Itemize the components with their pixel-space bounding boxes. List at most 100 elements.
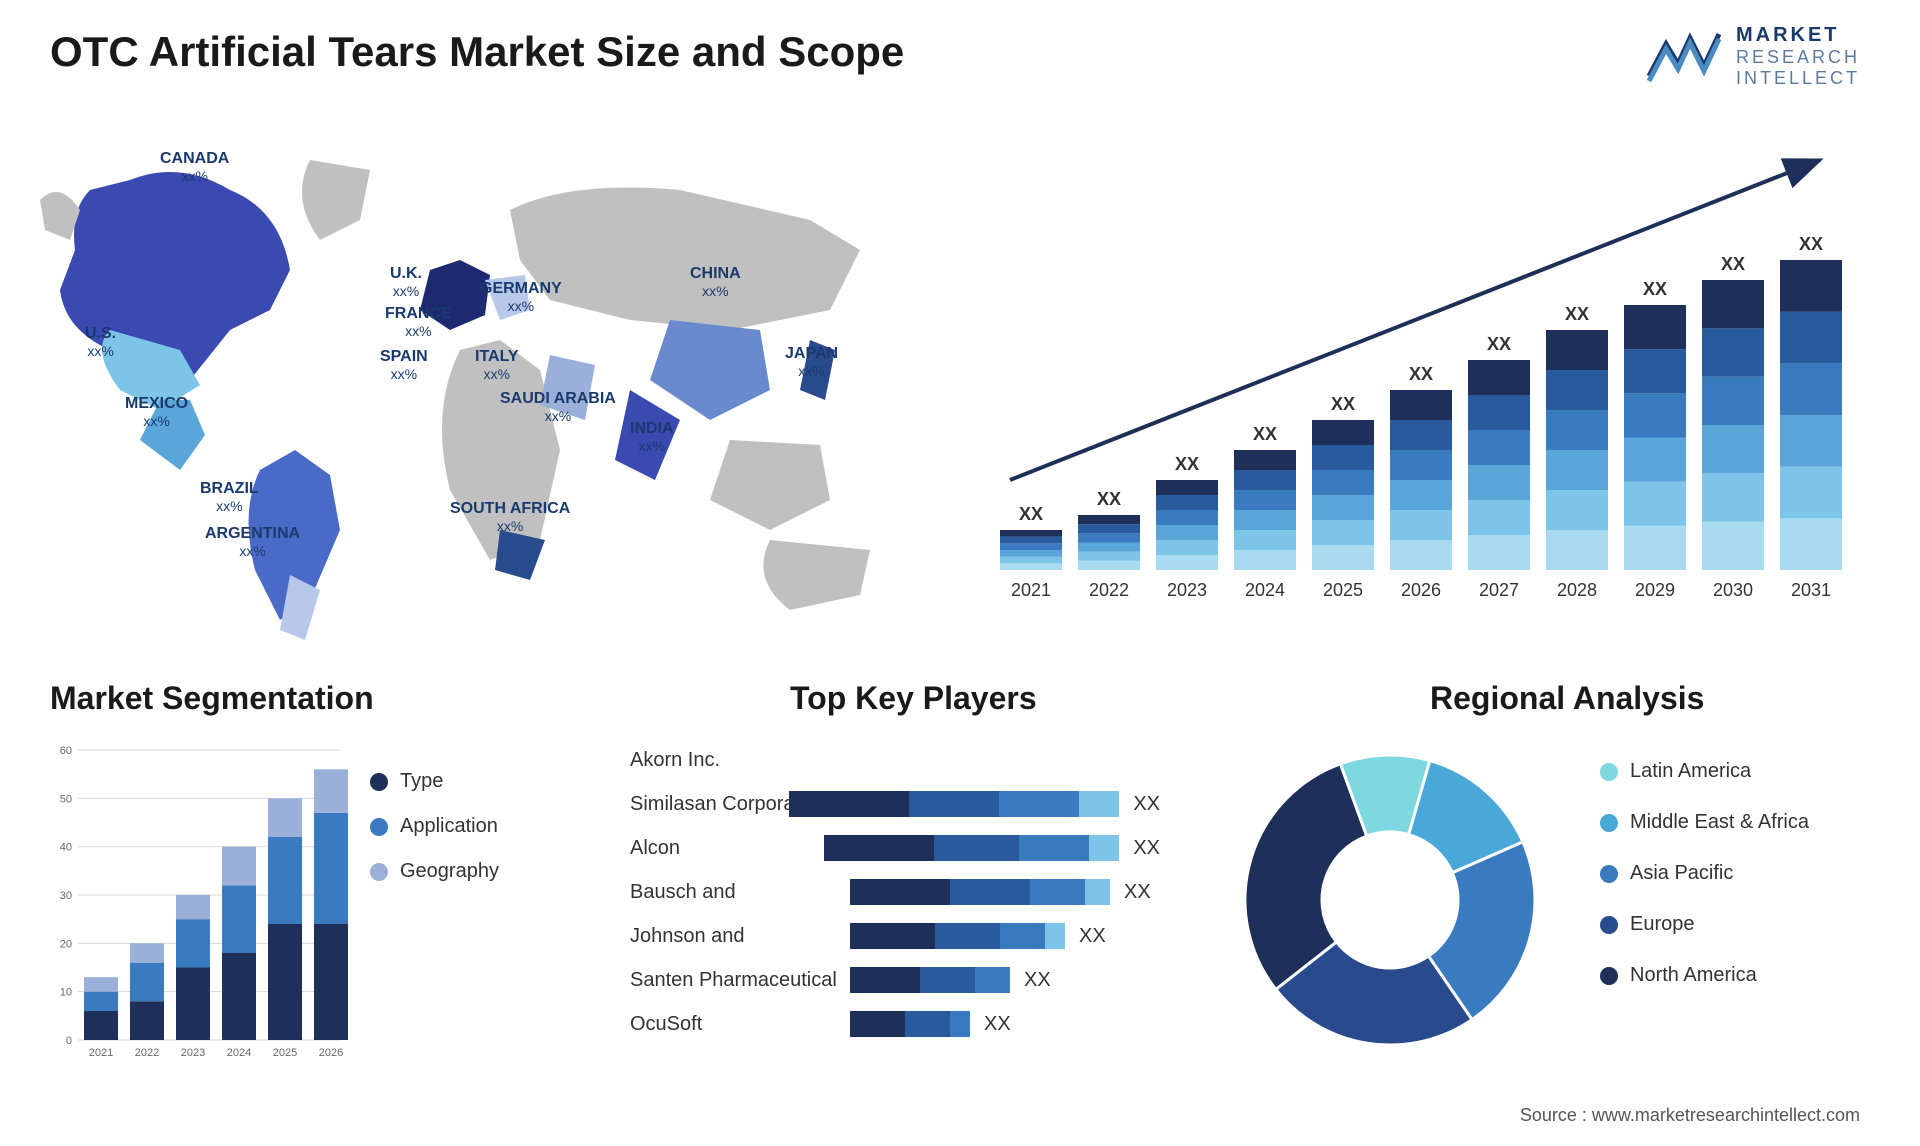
player-bar-segment bbox=[999, 791, 1079, 817]
svg-text:XX: XX bbox=[1565, 304, 1589, 324]
svg-text:2024: 2024 bbox=[1245, 580, 1285, 600]
player-bar-segment bbox=[975, 967, 1010, 993]
map-label: FRANCExx% bbox=[385, 305, 452, 339]
svg-text:2026: 2026 bbox=[1401, 580, 1441, 600]
player-bar-segment bbox=[950, 1011, 970, 1037]
brand-logo: MARKET RESEARCH INTELLECT bbox=[1644, 24, 1860, 88]
map-label: MEXICOxx% bbox=[125, 395, 188, 429]
player-bar-segment bbox=[850, 923, 935, 949]
source-attribution: Source : www.marketresearchintellect.com bbox=[1520, 1105, 1860, 1126]
legend-swatch bbox=[370, 773, 388, 791]
logo-text-2: RESEARCH bbox=[1736, 47, 1860, 68]
svg-text:50: 50 bbox=[60, 793, 72, 805]
svg-text:2024: 2024 bbox=[227, 1047, 251, 1059]
map-label: INDIAxx% bbox=[630, 420, 674, 454]
svg-text:2021: 2021 bbox=[1011, 580, 1051, 600]
player-value: XX bbox=[1133, 793, 1160, 816]
svg-text:2025: 2025 bbox=[1323, 580, 1363, 600]
map-label: SOUTH AFRICAxx% bbox=[450, 500, 570, 534]
svg-text:10: 10 bbox=[60, 987, 72, 999]
segmentation-title: Market Segmentation bbox=[50, 680, 570, 717]
svg-text:2028: 2028 bbox=[1557, 580, 1597, 600]
player-row: Akorn Inc. bbox=[630, 738, 1160, 782]
player-bar bbox=[789, 791, 1119, 817]
svg-text:XX: XX bbox=[1799, 234, 1823, 254]
player-bar-segment bbox=[789, 791, 909, 817]
player-row: OcuSoftXX bbox=[630, 1002, 1160, 1046]
player-bar-segment bbox=[1030, 879, 1085, 905]
legend-swatch bbox=[370, 863, 388, 881]
svg-text:2021: 2021 bbox=[89, 1047, 113, 1059]
legend-label: North America bbox=[1630, 964, 1757, 987]
player-name: Similasan Corporation bbox=[630, 793, 789, 816]
player-value: XX bbox=[1079, 925, 1106, 948]
player-bar bbox=[850, 967, 1010, 993]
map-label: GERMANYxx% bbox=[480, 280, 562, 314]
svg-text:30: 30 bbox=[60, 890, 72, 902]
svg-text:2030: 2030 bbox=[1713, 580, 1753, 600]
player-name: Akorn Inc. bbox=[630, 749, 850, 772]
svg-text:2022: 2022 bbox=[1089, 580, 1129, 600]
map-label: U.K.xx% bbox=[390, 265, 422, 299]
regional-legend: Latin America Middle East & Africa Asia Pa… bbox=[1600, 760, 1809, 1015]
logo-text-3: INTELLECT bbox=[1736, 68, 1860, 89]
logo-mark-icon bbox=[1644, 26, 1724, 86]
player-row: Bausch and XX bbox=[630, 870, 1160, 914]
legend-item: Middle East & Africa bbox=[1600, 811, 1809, 834]
player-bar-segment bbox=[824, 835, 934, 861]
player-bar-segment bbox=[850, 1011, 905, 1037]
player-bar-segment bbox=[935, 923, 1000, 949]
legend-label: Middle East & Africa bbox=[1630, 811, 1809, 834]
growth-chart-svg: XX2021XX2022XX2023XX2024XX2025XX2026XX20… bbox=[990, 150, 1860, 630]
legend-swatch bbox=[1600, 916, 1618, 934]
legend-item: Type bbox=[370, 770, 499, 793]
key-players-section: Top Key Players Akorn Inc. Similasan Corp… bbox=[630, 680, 1160, 1080]
player-name: OcuSoft bbox=[630, 1013, 850, 1036]
world-map-svg bbox=[30, 130, 930, 650]
segmentation-legend: TypeApplicationGeography bbox=[370, 770, 499, 905]
svg-text:XX: XX bbox=[1331, 394, 1355, 414]
player-bar bbox=[824, 835, 1119, 861]
logo-text-1: MARKET bbox=[1736, 24, 1860, 47]
player-bar-segment bbox=[905, 1011, 950, 1037]
svg-text:XX: XX bbox=[1019, 504, 1043, 524]
legend-swatch bbox=[370, 818, 388, 836]
player-bar-segment bbox=[950, 879, 1030, 905]
legend-item: North America bbox=[1600, 964, 1809, 987]
svg-text:2023: 2023 bbox=[181, 1047, 205, 1059]
player-bar-segment bbox=[934, 835, 1019, 861]
legend-item: Geography bbox=[370, 860, 499, 883]
player-row: Similasan Corporation XX bbox=[630, 782, 1160, 826]
legend-label: Asia Pacific bbox=[1630, 862, 1733, 885]
growth-bar-chart: XX2021XX2022XX2023XX2024XX2025XX2026XX20… bbox=[990, 150, 1860, 630]
regional-title: Regional Analysis bbox=[1430, 680, 1870, 717]
svg-text:XX: XX bbox=[1097, 489, 1121, 509]
regional-section: Regional Analysis Latin America Middle Ea… bbox=[1230, 680, 1870, 1080]
regional-donut-wrap bbox=[1230, 740, 1550, 1060]
svg-text:0: 0 bbox=[66, 1035, 72, 1047]
svg-text:2022: 2022 bbox=[135, 1047, 159, 1059]
map-label: BRAZILxx% bbox=[200, 480, 259, 514]
player-name: Alcon bbox=[630, 837, 824, 860]
page-title: OTC Artificial Tears Market Size and Sco… bbox=[50, 28, 904, 76]
player-name: Bausch and bbox=[630, 881, 850, 904]
player-row: Santen PharmaceuticalXX bbox=[630, 958, 1160, 1002]
key-players-title: Top Key Players bbox=[790, 680, 1160, 717]
legend-label: Geography bbox=[400, 860, 499, 883]
svg-text:2031: 2031 bbox=[1791, 580, 1831, 600]
player-bar-segment bbox=[920, 967, 975, 993]
player-bar-segment bbox=[1000, 923, 1045, 949]
svg-text:XX: XX bbox=[1721, 254, 1745, 274]
player-name: Johnson and bbox=[630, 925, 850, 948]
legend-item: Latin America bbox=[1600, 760, 1809, 783]
legend-swatch bbox=[1600, 865, 1618, 883]
player-value: XX bbox=[1124, 881, 1151, 904]
svg-text:XX: XX bbox=[1175, 454, 1199, 474]
player-bar-segment bbox=[909, 791, 999, 817]
svg-text:XX: XX bbox=[1409, 364, 1433, 384]
player-row: AlconXX bbox=[630, 826, 1160, 870]
player-row: Johnson and XX bbox=[630, 914, 1160, 958]
legend-label: Type bbox=[400, 770, 443, 793]
map-label: JAPANxx% bbox=[785, 345, 838, 379]
player-bar-segment bbox=[850, 967, 920, 993]
